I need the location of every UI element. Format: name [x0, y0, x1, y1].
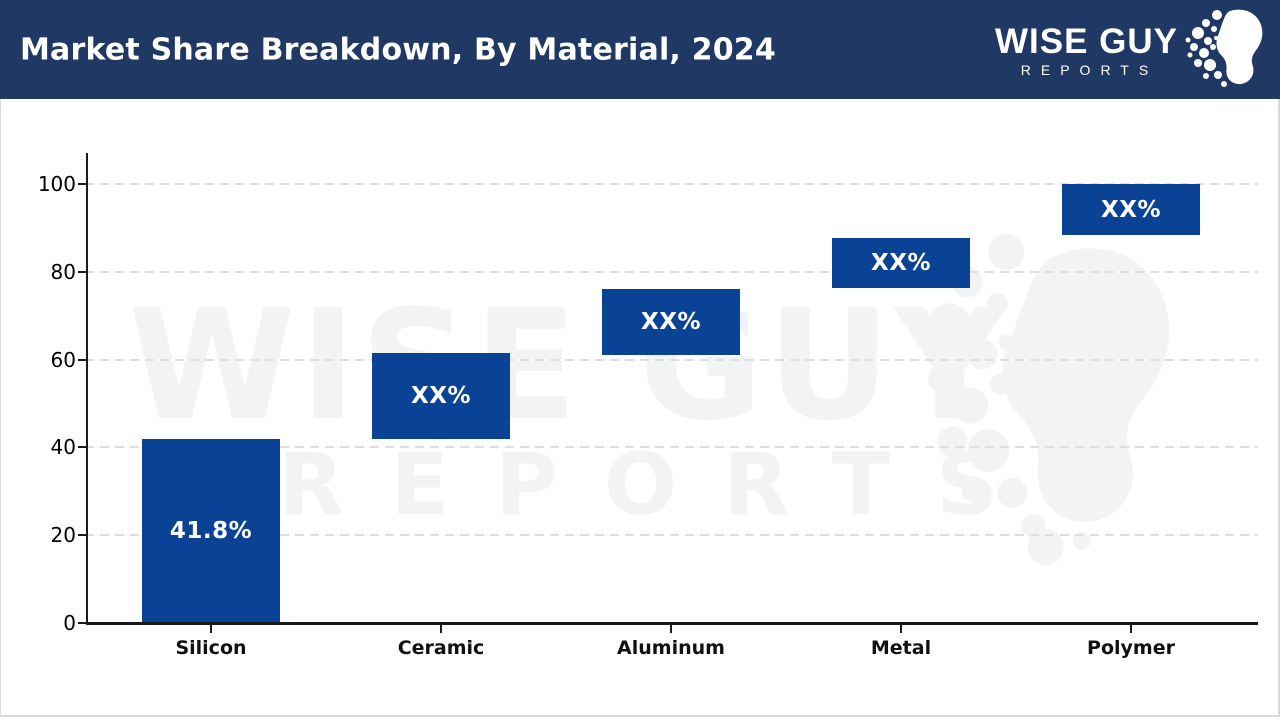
ytick-mark-0 — [78, 622, 86, 624]
xtick-mark-ceramic — [440, 625, 442, 633]
ytick-label-0: 0 — [63, 611, 76, 635]
watermark-text-line2: REPORTS — [278, 435, 1045, 535]
bar-aluminum: XX% — [602, 289, 740, 356]
y-axis-line — [86, 153, 88, 625]
xtick-mark-silicon — [210, 625, 212, 633]
ytick-label-60: 60 — [50, 347, 76, 372]
gridline-80 — [85, 270, 1258, 273]
ytick-label-80: 80 — [50, 259, 76, 284]
brand-name: WISE GUY — [994, 21, 1178, 61]
ytick-mark-80 — [78, 270, 86, 273]
ytick-mark-60 — [78, 358, 86, 361]
bar-metal: XX% — [832, 237, 970, 289]
bar-label-ceramic: XX% — [410, 383, 471, 410]
xtick-mark-polymer — [1130, 625, 1132, 633]
ytick-label-20: 20 — [50, 523, 76, 548]
brand-logo: WISE GUY REPORTS — [995, 8, 1268, 94]
header: Market Share Breakdown, By Material, 202… — [0, 0, 1280, 99]
xtick-mark-metal — [900, 625, 902, 633]
gridline-40 — [85, 446, 1258, 449]
head-dots-logo-icon — [1180, 5, 1268, 97]
gridline-20 — [85, 534, 1258, 537]
watermark-text-line1: WISE GUY — [128, 277, 1009, 454]
brand-subname: REPORTS — [1020, 62, 1159, 79]
bar-silicon: 41.8% — [142, 439, 280, 623]
bar-label-silicon: 41.8% — [169, 518, 253, 545]
ytick-label-40: 40 — [50, 435, 76, 460]
page-border-left — [0, 99, 1, 717]
x-label-metal: Metal — [870, 637, 932, 659]
ytick-mark-20 — [78, 534, 86, 537]
x-label-ceramic: Ceramic — [397, 637, 485, 659]
waterfall-chart: 0 20 40 60 80 100 41.8% Silicon XX% Ceramic XX% Alu… — [0, 99, 1280, 715]
gridline-100 — [85, 183, 1258, 185]
bar-label-metal: XX% — [870, 250, 931, 276]
x-label-aluminum: Aluminum — [617, 637, 725, 659]
brand-logo-text: WISE GUY REPORTS — [994, 21, 1178, 79]
bar-label-polymer: XX% — [1100, 196, 1161, 223]
watermark-head-dots-icon — [925, 222, 1190, 581]
bar-polymer: XX% — [1062, 184, 1200, 235]
x-label-polymer: Polymer — [1087, 637, 1175, 659]
x-label-silicon: Silicon — [175, 637, 247, 659]
bar-ceramic: XX% — [372, 353, 510, 440]
ytick-mark-40 — [78, 446, 86, 449]
xtick-mark-aluminum — [670, 625, 672, 633]
bar-label-aluminum: XX% — [640, 309, 701, 336]
page-title: Market Share Breakdown, By Material, 202… — [20, 32, 776, 68]
ytick-label-100: 100 — [37, 172, 76, 196]
page-border-bottom — [0, 715, 1280, 717]
gridline-60 — [85, 358, 1258, 361]
page-border-right — [1278, 99, 1280, 717]
ytick-mark-100 — [78, 183, 86, 185]
x-axis-line — [86, 622, 1258, 625]
